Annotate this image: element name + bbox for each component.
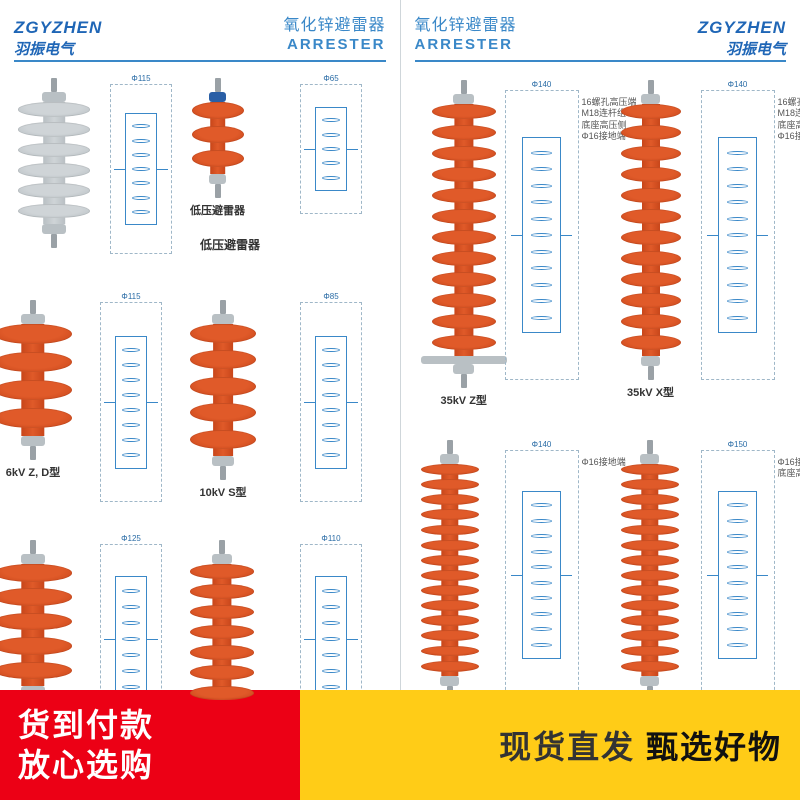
arrester-body — [18, 78, 90, 248]
arrester-body — [0, 300, 72, 460]
lv-arrester-caption: 低压避雷器 — [200, 236, 260, 253]
right-pane: 氧化锌避雷器 ARRESTER ZGYZHEN 羽振电气 35kV Z型 35kV… — [401, 0, 800, 800]
brand-logo-en: ZGYZHEN — [14, 18, 102, 38]
arrester-body — [421, 440, 479, 700]
shed-stack — [192, 102, 244, 174]
promo-banner-red: 货到付款 放心选购 — [0, 690, 300, 800]
header-rule — [415, 60, 787, 62]
technical-drawing: Φ115 — [100, 302, 162, 502]
dimension-label: Φ140 — [532, 440, 552, 449]
arrester-35kv_z: 35kV Z型 — [421, 80, 507, 408]
shed-stack — [190, 324, 256, 456]
promo-yellow-prefix: 现货直发 — [499, 729, 646, 765]
arrester-caption: 35kV X型 — [627, 384, 674, 400]
promo-banner-yellow: 现货直发 甄选好物 — [300, 690, 800, 800]
arrester-porcelain — [18, 78, 90, 248]
product-title-cn: 氧化锌避雷器 — [415, 18, 517, 35]
shed-stack — [621, 464, 679, 676]
brand-logo: ZGYZHEN 羽振电气 — [14, 18, 102, 59]
promo-red-line2: 放心选购 — [18, 745, 282, 785]
technical-drawing: Φ85 — [300, 302, 362, 502]
arrester-body — [190, 300, 256, 480]
technical-drawing: Φ14016螺孔高压端M18连杆组底座高压侧Φ16接地端 — [505, 90, 579, 380]
brand-logo-cn: 羽振电气 — [726, 38, 786, 59]
product-title-cn: 氧化锌避雷器 — [283, 18, 385, 35]
promo-yellow-line: 现货直发 甄选好物 — [499, 722, 782, 768]
shed-stack — [432, 104, 496, 356]
shed-stack — [421, 464, 479, 676]
arrester-tall_right — [621, 440, 679, 700]
arrester-35kv_x: 35kV X型 — [621, 80, 681, 400]
dimension-label: Φ65 — [323, 74, 338, 83]
technical-drawing: Φ140Φ16接地端 — [505, 450, 579, 700]
catalog-split: ZGYZHEN 羽振电气 氧化锌避雷器 ARRESTER 低压避雷器 6kV Z,… — [0, 0, 800, 800]
arrester-caption: 6kV Z, D型 — [6, 464, 60, 480]
dimension-label: Φ115 — [131, 74, 150, 83]
dimension-label: Φ115 — [121, 292, 140, 301]
drawing-notes: Φ16接地端底座高压侧 — [778, 457, 800, 480]
technical-drawing: Φ115 — [110, 84, 172, 254]
product-title-en: ARRESTER — [287, 37, 386, 53]
left-header: ZGYZHEN 羽振电气 氧化锌避雷器 ARRESTER — [14, 18, 386, 64]
dimension-label: Φ110 — [321, 534, 340, 543]
promo-red-line1: 货到付款 — [18, 705, 282, 745]
arrester-body — [421, 80, 507, 388]
product-title-mirrored: 氧化锌避雷器 ARRESTER — [415, 18, 517, 53]
drawing-notes: 16螺孔高压端M18连杆组底座高压侧Φ16接地端 — [778, 97, 800, 142]
shed-stack — [0, 324, 72, 436]
dimension-label: Φ125 — [121, 534, 141, 543]
brand-logo-en: ZGYZHEN — [698, 18, 786, 38]
arrester-body — [621, 440, 679, 700]
left-pane: ZGYZHEN 羽振电气 氧化锌避雷器 ARRESTER 低压避雷器 6kV Z,… — [0, 0, 401, 800]
arrester-6kv_zd: 6kV Z, D型 — [0, 300, 72, 480]
page: ZGYZHEN 羽振电气 氧化锌避雷器 ARRESTER 低压避雷器 6kV Z,… — [0, 0, 800, 800]
arrester-bottom_left — [0, 540, 72, 710]
header-rule — [14, 60, 386, 62]
arrester-body — [0, 540, 72, 710]
technical-drawing: Φ14016螺孔高压端M18连杆组底座高压侧Φ16接地端 — [701, 90, 775, 380]
shed-stack — [190, 564, 254, 706]
product-title-en: ARRESTER — [415, 37, 514, 53]
arrester-caption: 10kV S型 — [199, 484, 246, 500]
promo-yellow-bold: 甄选好物 — [646, 729, 782, 765]
product-title: 氧化锌避雷器 ARRESTER — [283, 18, 385, 53]
arrester-lv: 低压避雷器 — [190, 78, 245, 218]
dimension-label: Φ140 — [532, 80, 552, 89]
shed-stack — [0, 564, 72, 686]
technical-drawing: Φ65 — [300, 84, 362, 214]
arrester-caption: 35kV Z型 — [440, 392, 486, 408]
dimension-label: Φ85 — [323, 292, 338, 301]
arrester-body — [192, 78, 244, 198]
brand-logo-cn: 羽振电气 — [14, 38, 74, 59]
technical-drawing: Φ150Φ16接地端底座高压侧 — [701, 450, 775, 700]
shed-stack — [18, 102, 90, 224]
arrester-tall_left — [421, 440, 479, 700]
right-header: 氧化锌避雷器 ARRESTER ZGYZHEN 羽振电气 — [415, 18, 787, 64]
dimension-label: Φ140 — [728, 80, 748, 89]
brand-logo: ZGYZHEN 羽振电气 — [698, 18, 786, 59]
arrester-caption: 低压避雷器 — [190, 202, 245, 218]
dimension-label: Φ150 — [728, 440, 748, 449]
arrester-10kv_s: 10kV S型 — [190, 300, 256, 500]
